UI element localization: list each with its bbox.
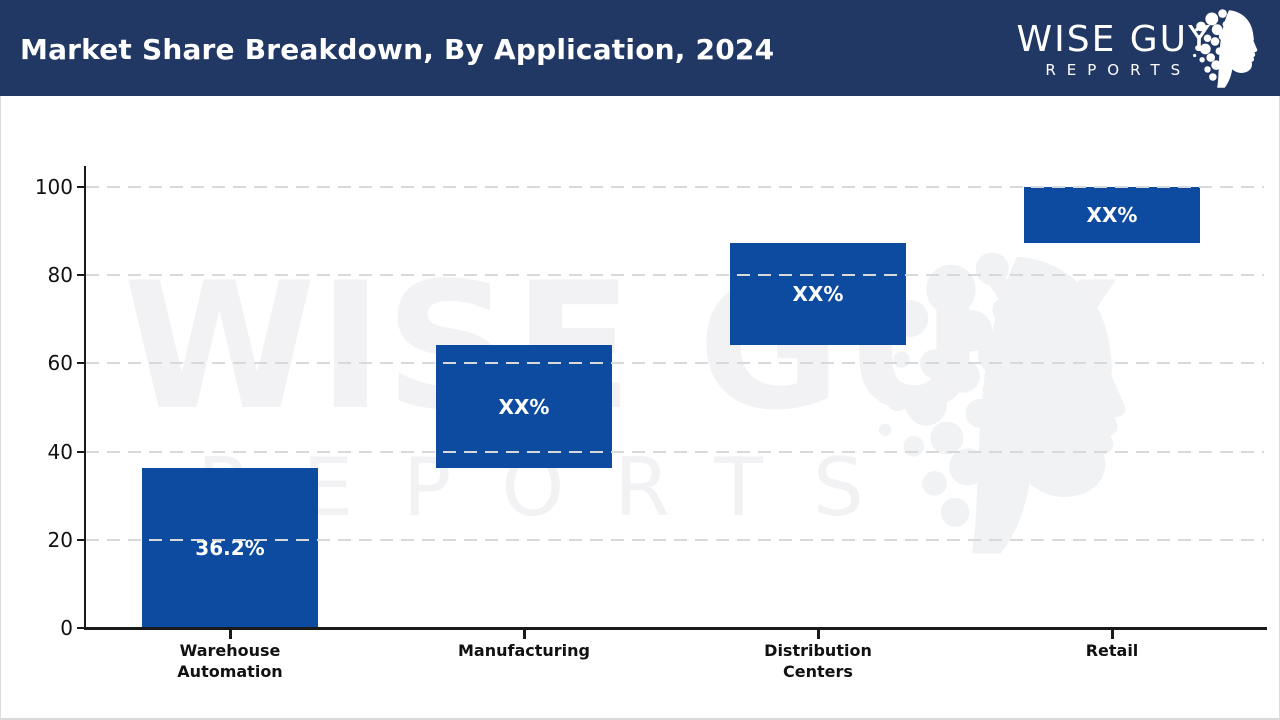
gridline <box>86 538 1264 541</box>
x-tick-mark <box>817 630 820 639</box>
y-axis-line <box>84 166 86 630</box>
bar-warehouse-automation: 36.2% <box>142 468 318 628</box>
y-tick-mark <box>77 362 86 365</box>
x-tick-mark <box>523 630 526 639</box>
wiseguy-logo: WISE GUY REPORTS <box>1017 6 1273 92</box>
y-tick-label: 60 <box>47 351 73 376</box>
bar-value-label: XX% <box>498 394 550 419</box>
x-axis-label-warehouse-automation: Warehouse Automation <box>177 641 283 681</box>
bar-manufacturing: XX% <box>436 344 612 469</box>
y-tick-mark <box>77 186 86 188</box>
bar-value-label: XX% <box>792 281 844 306</box>
wiseguy-head-watermark-icon <box>867 240 1167 574</box>
bar-retail: XX% <box>1024 187 1200 243</box>
wiseguy-head-logo-icon <box>1186 6 1272 92</box>
x-axis-label-distribution-centers: Distribution Centers <box>764 641 872 681</box>
logo-subtitle: REPORTS <box>1045 60 1192 79</box>
x-tick-mark <box>229 630 232 639</box>
wiseguy-logo-text: WISE GUY REPORTS <box>1016 18 1213 79</box>
y-tick-label: 100 <box>34 175 73 199</box>
x-axis-line <box>84 627 1267 630</box>
x-tick-mark <box>1111 630 1114 639</box>
y-tick-label: 40 <box>47 439 73 464</box>
x-axis-label-retail: Retail <box>1085 641 1139 660</box>
logo-wordmark: WISE GUY <box>1016 18 1212 60</box>
watermark-wordmark: WISE GUY <box>123 246 1117 449</box>
gridline <box>86 450 1264 453</box>
gridline <box>86 274 1264 277</box>
y-tick-mark <box>77 274 86 277</box>
header: Market Share Breakdown, By Application, … <box>0 0 1280 96</box>
chart-area: WISE GUY REPORTS 0 20 40 60 80 100 36.2% Wareho… <box>0 96 1280 720</box>
gridline <box>86 362 1264 365</box>
y-tick-label: 80 <box>47 263 73 288</box>
gridline <box>86 186 1264 188</box>
x-axis-label-manufacturing: Manufacturing <box>458 641 590 660</box>
bar-value-label: XX% <box>1086 202 1138 227</box>
y-tick-mark <box>77 450 86 453</box>
page-title: Market Share Breakdown, By Application, … <box>20 33 775 66</box>
y-tick-mark <box>77 627 86 629</box>
y-tick-label: 0 <box>60 616 73 640</box>
bar-distribution-centers: XX% <box>730 242 906 345</box>
y-tick-mark <box>77 538 86 541</box>
y-tick-label: 20 <box>47 527 73 552</box>
